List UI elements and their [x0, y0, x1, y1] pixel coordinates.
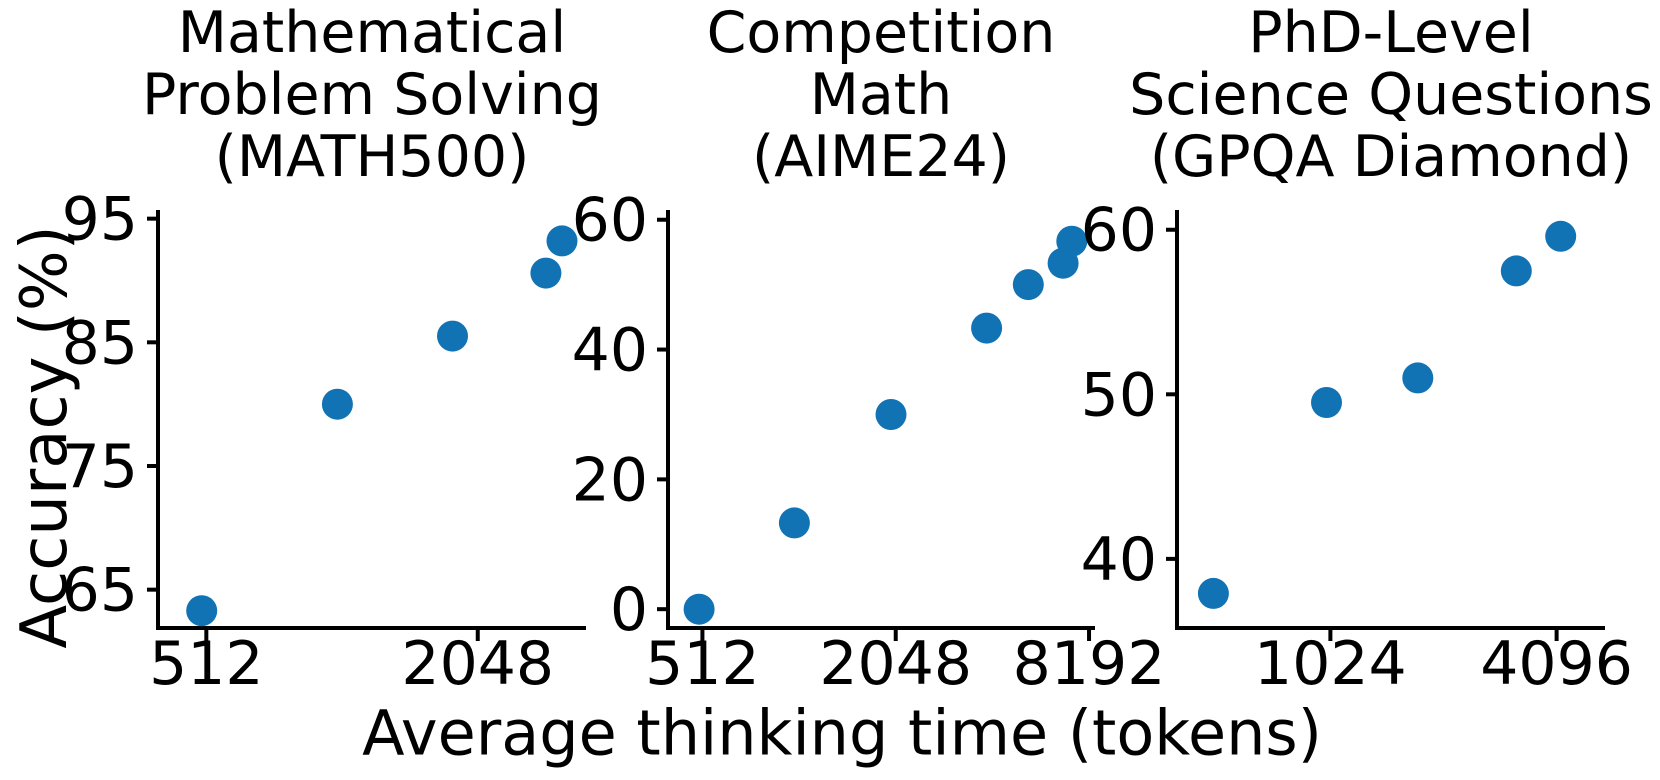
y-tick-label: 95: [62, 185, 138, 255]
y-tick-label: 60: [1081, 196, 1157, 266]
panel-title-line: (GPQA Diamond): [1149, 124, 1633, 190]
y-tick-label: 65: [62, 556, 138, 626]
x-tick-label: 512: [149, 629, 264, 699]
panel-title-math500: Mathematical Problem Solving (MATH500): [52, 2, 692, 188]
scatter-point: [437, 320, 468, 352]
scatter-point: [530, 257, 562, 289]
scatter-point: [971, 312, 1003, 344]
scatter-point: [875, 399, 907, 430]
x-tick-label: 4096: [1480, 629, 1633, 699]
scatter-point: [1056, 225, 1088, 257]
y-axis-label: Accuracy (%): [8, 225, 82, 649]
panel-title-line: (AIME24): [751, 124, 1010, 190]
scatter-point: [321, 388, 353, 420]
y-tick-label: 60: [572, 186, 648, 256]
scatter-point: [1311, 387, 1342, 418]
panel-title-line: (MATH500): [214, 124, 530, 190]
y-tick-label: 0: [610, 575, 648, 645]
panel-title-line: Competition: [706, 0, 1056, 66]
panel-title-gpqa: PhD-Level Science Questions (GPQA Diamon…: [1071, 2, 1660, 188]
y-tick-label: 40: [1081, 525, 1157, 595]
x-axis-label: Average thinking time (tokens): [362, 696, 1322, 770]
y-tick-label: 85: [62, 308, 138, 378]
scatter-point: [1545, 220, 1577, 252]
x-tick-label: 2048: [819, 629, 972, 699]
x-tick-label: 2048: [401, 629, 554, 699]
scatter-point: [186, 595, 218, 627]
panel-title-line: Math: [809, 62, 953, 128]
y-tick-label: 40: [572, 316, 648, 386]
scatter-point: [1197, 577, 1229, 609]
panel-title-line: Mathematical: [177, 0, 567, 66]
panel-title-line: Problem Solving: [142, 62, 602, 128]
y-tick-label: 50: [1081, 360, 1157, 430]
scatter-point: [1500, 255, 1532, 287]
y-tick-label: 20: [572, 445, 648, 515]
x-tick-label: 512: [645, 629, 760, 699]
y-tick-label: 75: [62, 432, 138, 502]
scatter-point: [1402, 362, 1434, 394]
panel-title-line: Science Questions: [1129, 62, 1653, 128]
panel-title-line: PhD-Level: [1248, 0, 1534, 66]
x-tick-label: 1024: [1254, 629, 1407, 699]
scatter-point: [546, 225, 578, 257]
scatter-point: [778, 507, 810, 539]
x-tick-label: 8192: [1013, 629, 1166, 699]
scatter-point: [1012, 269, 1044, 301]
scatter-point: [683, 593, 715, 625]
panel-title-aime24: Competition Math (AIME24): [561, 2, 1201, 188]
